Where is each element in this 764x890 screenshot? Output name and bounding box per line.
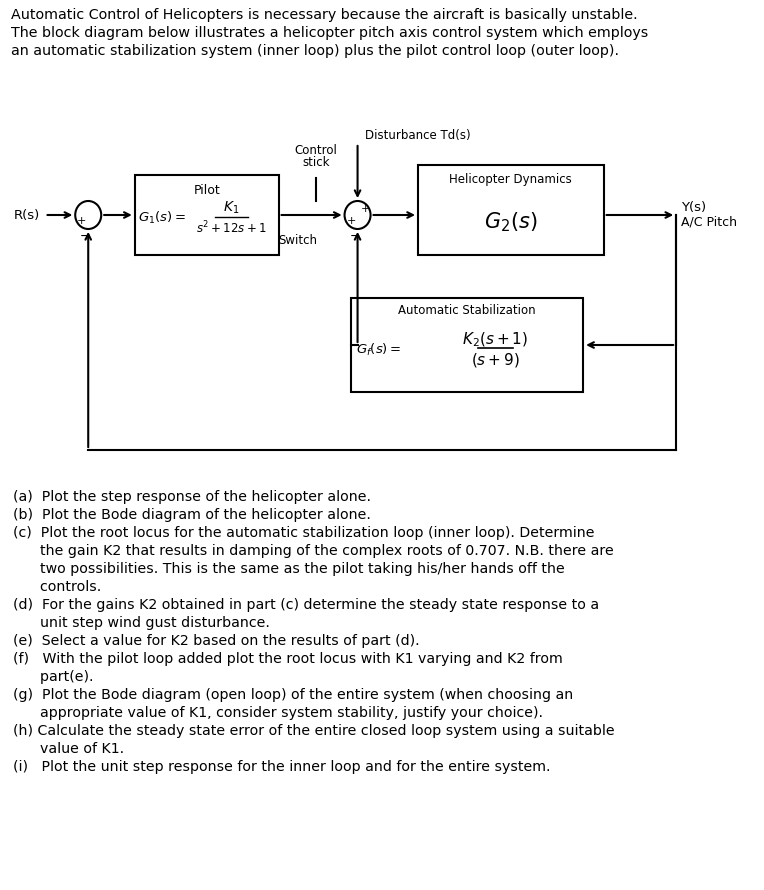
Text: an automatic stabilization system (inner loop) plus the pilot control loop (oute: an automatic stabilization system (inner… [11, 44, 619, 58]
Text: (c)  Plot the root locus for the automatic stabilization loop (inner loop). Dete: (c) Plot the root locus for the automati… [13, 526, 594, 540]
Text: (i)   Plot the unit step response for the inner loop and for the entire system.: (i) Plot the unit step response for the … [13, 760, 551, 774]
Text: −: − [349, 230, 360, 243]
Text: $(s+9)$: $(s+9)$ [471, 351, 520, 369]
Text: Automatic Stabilization: Automatic Stabilization [398, 304, 536, 318]
Text: appropriate value of K1, consider system stability, justify your choice).: appropriate value of K1, consider system… [13, 706, 543, 720]
Text: Y(s): Y(s) [681, 201, 706, 214]
Text: (d)  For the gains K2 obtained in part (c) determine the steady state response t: (d) For the gains K2 obtained in part (c… [13, 598, 599, 612]
Text: $G_1(s)=$: $G_1(s)=$ [138, 210, 186, 226]
Text: −: − [80, 230, 91, 243]
Text: Disturbance Td(s): Disturbance Td(s) [365, 128, 471, 142]
Text: (h) Calculate the steady state error of the entire closed loop system using a su: (h) Calculate the steady state error of … [13, 724, 614, 738]
Text: (e)  Select a value for K2 based on the results of part (d).: (e) Select a value for K2 based on the r… [13, 634, 419, 648]
Text: $K_1$: $K_1$ [222, 199, 239, 216]
Text: $G_2(s)$: $G_2(s)$ [484, 210, 538, 234]
Text: the gain K2 that results in damping of the complex roots of 0.707. N.B. there ar: the gain K2 that results in damping of t… [13, 544, 613, 558]
Text: +: + [77, 216, 86, 226]
Text: (a)  Plot the step response of the helicopter alone.: (a) Plot the step response of the helico… [13, 490, 371, 504]
Text: (f)   With the pilot loop added plot the root locus with K1 varying and K2 from: (f) With the pilot loop added plot the r… [13, 652, 563, 666]
Text: Switch: Switch [279, 234, 318, 247]
Text: Automatic Control of Helicopters is necessary because the aircraft is basically : Automatic Control of Helicopters is nece… [11, 8, 638, 22]
Text: Pilot: Pilot [193, 184, 220, 198]
Text: The block diagram below illustrates a helicopter pitch axis control system which: The block diagram below illustrates a he… [11, 26, 649, 40]
Text: controls.: controls. [13, 580, 102, 594]
Text: +: + [361, 204, 370, 214]
Text: part(e).: part(e). [13, 670, 93, 684]
Text: R(s): R(s) [14, 208, 40, 222]
Text: $K_2(s+1)$: $K_2(s+1)$ [462, 331, 528, 349]
Text: Control: Control [294, 144, 337, 157]
Text: +: + [346, 216, 356, 226]
Text: stick: stick [302, 156, 329, 169]
FancyBboxPatch shape [418, 165, 604, 255]
Text: two possibilities. This is the same as the pilot taking his/her hands off the: two possibilities. This is the same as t… [13, 562, 565, 576]
Text: value of K1.: value of K1. [13, 742, 124, 756]
Text: $G_f(s)=$: $G_f(s)=$ [356, 342, 401, 358]
Text: $s^2+12s+1$: $s^2+12s+1$ [196, 220, 266, 237]
Text: A/C Pitch: A/C Pitch [681, 215, 736, 229]
Text: (b)  Plot the Bode diagram of the helicopter alone.: (b) Plot the Bode diagram of the helicop… [13, 508, 371, 522]
FancyBboxPatch shape [134, 175, 279, 255]
Text: (g)  Plot the Bode diagram (open loop) of the entire system (when choosing an: (g) Plot the Bode diagram (open loop) of… [13, 688, 573, 702]
Text: unit step wind gust disturbance.: unit step wind gust disturbance. [13, 616, 270, 630]
Text: Helicopter Dynamics: Helicopter Dynamics [449, 173, 572, 185]
FancyBboxPatch shape [351, 298, 583, 392]
